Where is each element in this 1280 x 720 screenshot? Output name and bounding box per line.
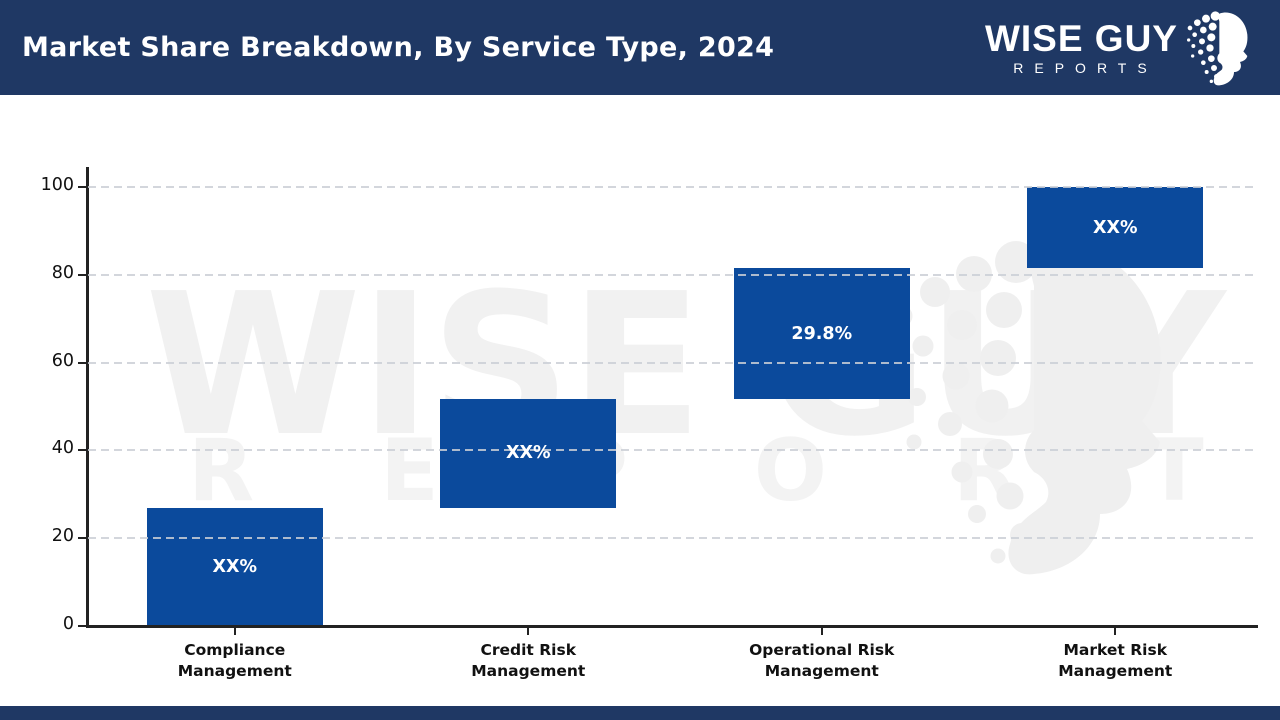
y-tick-label: 0 [62, 614, 74, 634]
page-title: Market Share Breakdown, By Service Type,… [22, 32, 775, 63]
bar-value-label: XX% [212, 556, 258, 577]
x-category-label: Market Risk Management [1058, 641, 1173, 680]
header-bar: Market Share Breakdown, By Service Type,… [0, 0, 1280, 95]
x-tick-mark [233, 627, 236, 635]
y-tick-label: 60 [51, 350, 74, 371]
y-tick-mark [78, 625, 87, 627]
y-tick-mark [78, 449, 87, 452]
brand-logo-text: WISE GUY REPORTS [985, 20, 1178, 76]
bar-value-label: XX% [505, 443, 551, 464]
x-tick-mark [1114, 627, 1117, 635]
bar-value-label: 29.8% [791, 323, 853, 344]
bar [440, 399, 617, 508]
bar [733, 268, 910, 400]
y-tick-mark [78, 361, 87, 364]
x-category-label: Credit Risk Management [471, 641, 586, 680]
brand-subtitle: REPORTS [1013, 59, 1158, 76]
y-tick-mark [78, 273, 87, 276]
footer-bar [0, 706, 1280, 720]
y-tick-label: 100 [40, 175, 74, 195]
bar-value-label: XX% [1092, 217, 1138, 238]
bar [1027, 187, 1204, 269]
x-tick-mark [527, 627, 530, 635]
x-tick-mark [820, 627, 823, 635]
y-axis-line [86, 167, 89, 627]
brand-logo: WISE GUY REPORTS [985, 8, 1258, 88]
y-tick-mark [78, 537, 87, 540]
grid-line [88, 186, 1258, 188]
grid-line [88, 273, 1258, 276]
bar [146, 507, 323, 626]
x-category-label: Operational Risk Management [749, 641, 895, 680]
x-axis-line [86, 625, 1258, 628]
grid-line [88, 537, 1258, 540]
grid-line [88, 449, 1258, 452]
brand-head-icon [1187, 10, 1248, 85]
y-tick-label: 80 [51, 262, 74, 283]
y-tick-label: 40 [51, 438, 74, 459]
grid-line [88, 361, 1258, 364]
y-tick-mark [78, 186, 87, 188]
y-tick-label: 20 [51, 526, 74, 547]
brand-name: WISE GUY [984, 17, 1178, 59]
x-category-label: Compliance Management [177, 641, 292, 680]
